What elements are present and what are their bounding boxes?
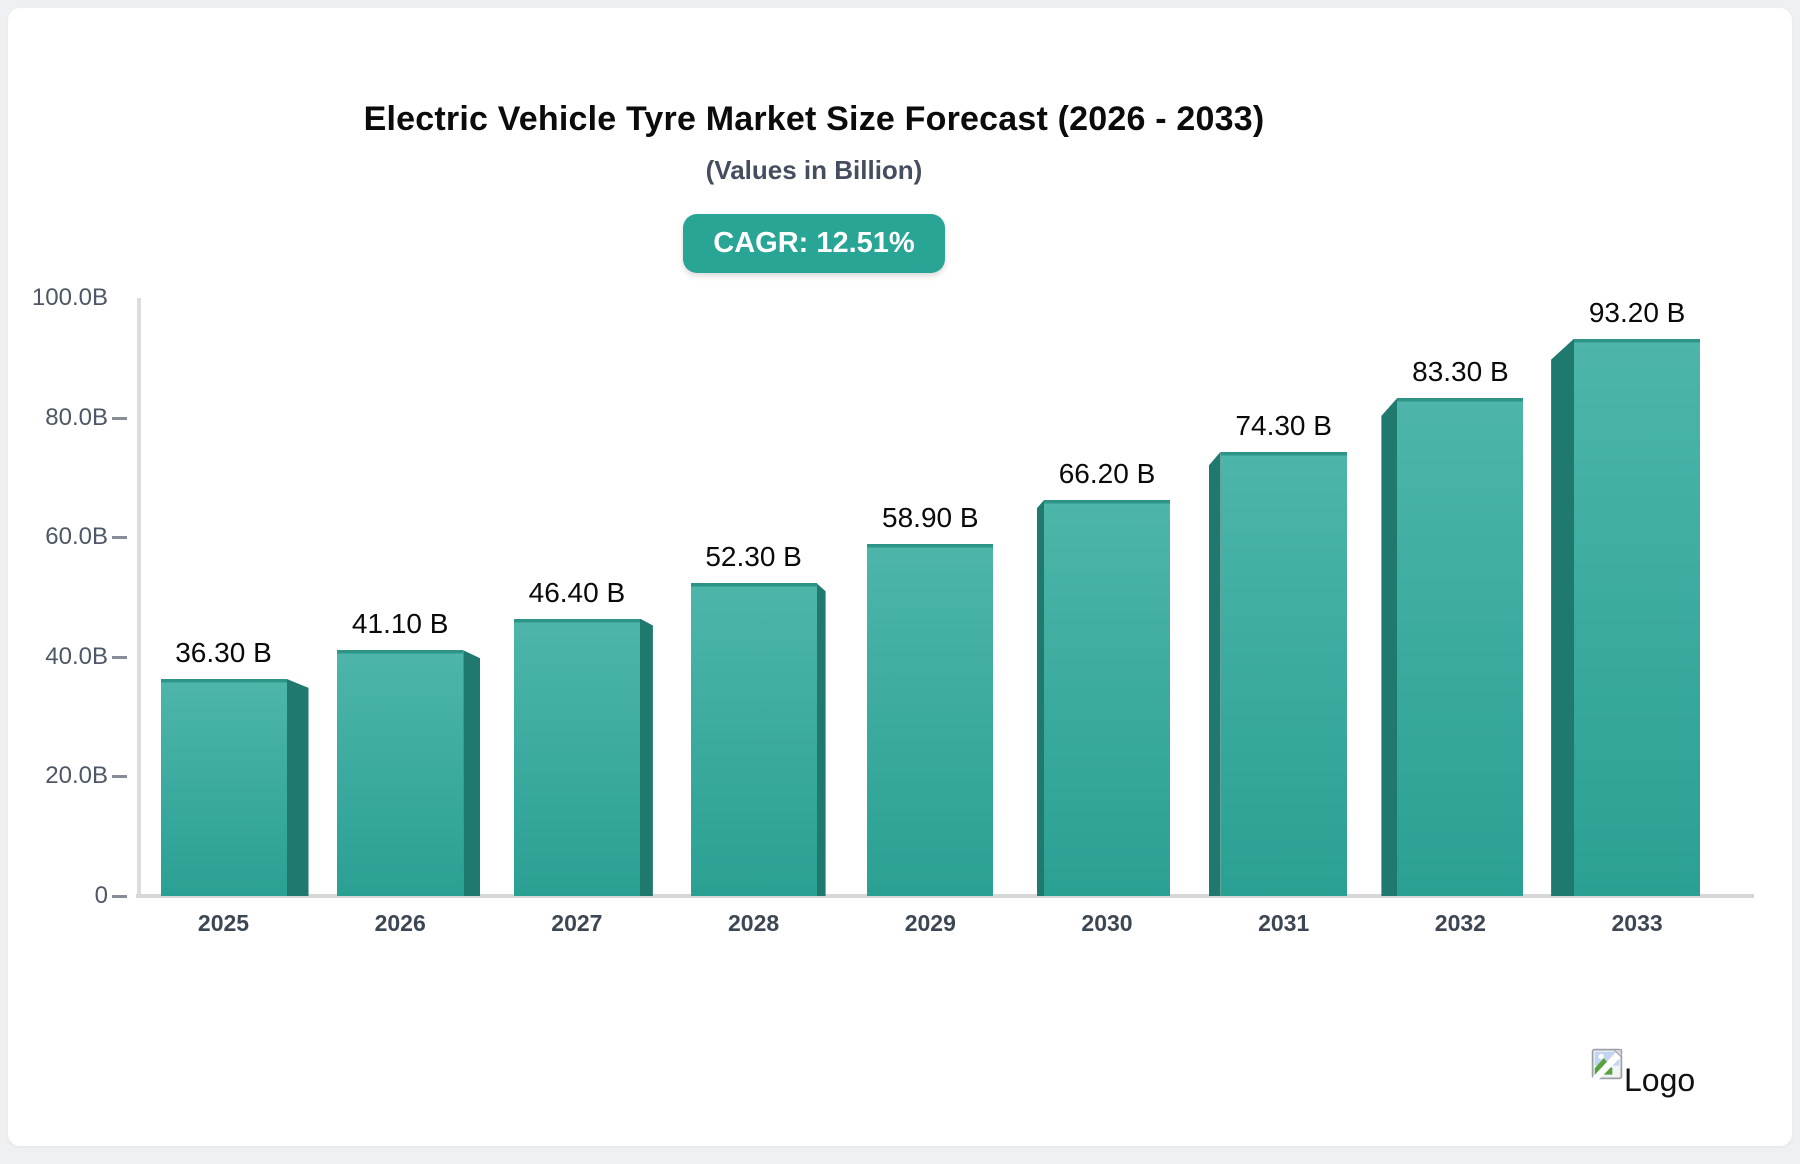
bar-value-label: 36.30 B bbox=[175, 636, 272, 668]
bar-side-face-2025 bbox=[286, 678, 309, 896]
bar-2028 bbox=[690, 583, 817, 896]
x-axis-label-2032: 2032 bbox=[1434, 910, 1486, 936]
chart-card: Electric Vehicle Tyre Market Size Foreca… bbox=[8, 8, 1792, 1146]
bar-2025 bbox=[160, 678, 287, 896]
y-axis-tick-mark bbox=[112, 775, 127, 779]
chart-title: Electric Vehicle Tyre Market Size Foreca… bbox=[363, 100, 1265, 138]
bar-2032 bbox=[1397, 397, 1524, 896]
x-axis-label-2030: 2030 bbox=[1081, 910, 1133, 936]
x-axis-label-2025: 2025 bbox=[197, 910, 250, 936]
bar-value-label: 52.30 B bbox=[705, 541, 802, 573]
chart-subtitle: (Values in Billion) bbox=[705, 155, 923, 185]
bar-side-face-2028 bbox=[816, 583, 826, 896]
y-axis-tick-label: 60.0B bbox=[45, 523, 108, 551]
x-axis-label-2026: 2026 bbox=[374, 910, 426, 936]
bar-side-face-2027 bbox=[639, 618, 653, 896]
bar-side-face-2030 bbox=[1037, 500, 1044, 896]
broken-image-icon bbox=[1591, 1048, 1623, 1080]
bar-value-label: 41.10 B bbox=[351, 608, 449, 640]
x-axis-line bbox=[136, 894, 1754, 898]
bar-value-label: 93.20 B bbox=[1588, 296, 1686, 328]
bar-2026 bbox=[337, 650, 464, 896]
y-axis-tick-label: 0 bbox=[94, 882, 108, 909]
cagr-badge: CAGR: 12.51% bbox=[683, 214, 945, 273]
x-axis-label-2033: 2033 bbox=[1611, 910, 1663, 936]
y-axis-tick-mark bbox=[112, 895, 127, 898]
bar-value-label: 58.90 B bbox=[882, 501, 979, 533]
bar-chart-plot: 100.0B 80.0B 60.0B 40.0B 20.0B 0 36.30 B 2025 41… bbox=[8, 8, 1800, 1164]
bar-value-label: 74.30 B bbox=[1235, 409, 1332, 441]
y-axis-tick-label: 40.0B bbox=[45, 642, 108, 670]
x-axis-label-2031: 2031 bbox=[1258, 910, 1310, 936]
bar-2033 bbox=[1574, 338, 1701, 896]
y-axis-tick-mark bbox=[112, 416, 127, 420]
x-axis-label-2027: 2027 bbox=[551, 910, 603, 936]
bar-2027 bbox=[513, 618, 640, 896]
bar-2031 bbox=[1220, 451, 1347, 896]
bar-value-label: 83.30 B bbox=[1412, 355, 1509, 387]
bar-side-face-2032 bbox=[1381, 397, 1398, 896]
bar-2030 bbox=[1044, 500, 1170, 896]
y-axis-tick-label: 20.0B bbox=[45, 762, 108, 790]
logo-alt-text: Logo bbox=[1624, 1062, 1696, 1098]
bar-value-label: 66.20 B bbox=[1058, 458, 1156, 490]
y-axis-tick-mark bbox=[112, 536, 127, 540]
chart-header: Electric Vehicle Tyre Market Size Foreca… bbox=[8, 100, 1620, 273]
y-axis-line bbox=[137, 298, 141, 896]
y-axis-tick-label: 100.0B bbox=[31, 284, 108, 311]
bar-side-face-2026 bbox=[463, 650, 481, 896]
x-axis-label-2029: 2029 bbox=[904, 910, 956, 936]
bar-value-label: 46.40 B bbox=[528, 576, 626, 608]
bar-side-face-2033 bbox=[1551, 338, 1575, 896]
y-axis-tick-mark bbox=[112, 655, 127, 659]
bar-side-face-2031 bbox=[1208, 451, 1221, 896]
y-axis-tick-label: 80.0B bbox=[45, 403, 108, 431]
bar-2029 bbox=[867, 543, 994, 896]
logo: Logo bbox=[1591, 1048, 1695, 1099]
x-axis-label-2028: 2028 bbox=[728, 910, 780, 936]
